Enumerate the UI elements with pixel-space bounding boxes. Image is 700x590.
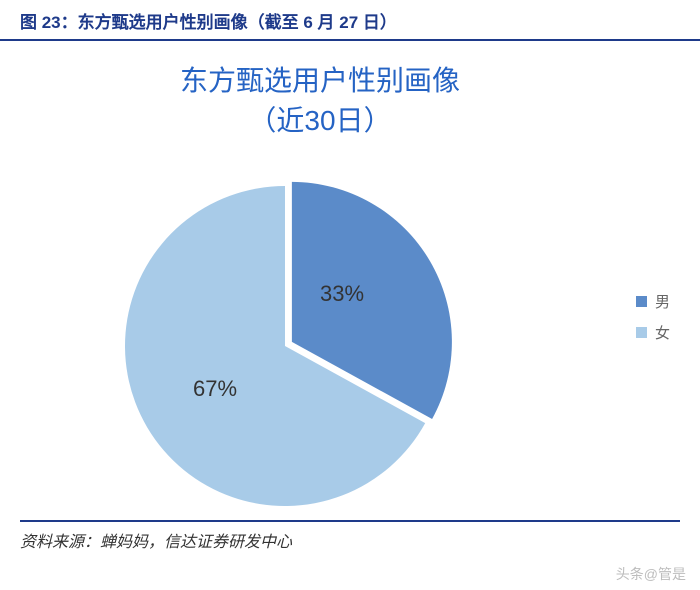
legend-label: 女 [655, 322, 670, 343]
legend-swatch [636, 296, 647, 307]
source-text: 资料来源：蝉妈妈，信达证券研发中心 [20, 534, 292, 551]
chart-title-line2: （近30日） [0, 99, 680, 139]
watermark: 头条@管是 [616, 564, 686, 584]
pct-label-女: 67% [193, 376, 237, 402]
legend-item-男: 男 [636, 291, 670, 312]
chart-title-line1: 东方甄选用户性别画像 [0, 59, 680, 99]
pie-labels: 33% 67% [115, 176, 435, 496]
pct-label-男: 33% [320, 281, 364, 307]
legend-label: 男 [655, 291, 670, 312]
figure-header-text: 图 23：东方甄选用户性别画像（截至 6 月 27 日） [20, 13, 397, 32]
figure-header: 图 23：东方甄选用户性别画像（截至 6 月 27 日） [0, 0, 700, 41]
source-line: 资料来源：蝉妈妈，信达证券研发中心 [20, 520, 680, 552]
legend-swatch [636, 327, 647, 338]
chart-title: 东方甄选用户性别画像 （近30日） [0, 59, 680, 139]
legend: 男女 [636, 291, 670, 353]
chart-area: 东方甄选用户性别画像 （近30日） 33% 67% 男女 [0, 41, 700, 531]
legend-item-女: 女 [636, 322, 670, 343]
